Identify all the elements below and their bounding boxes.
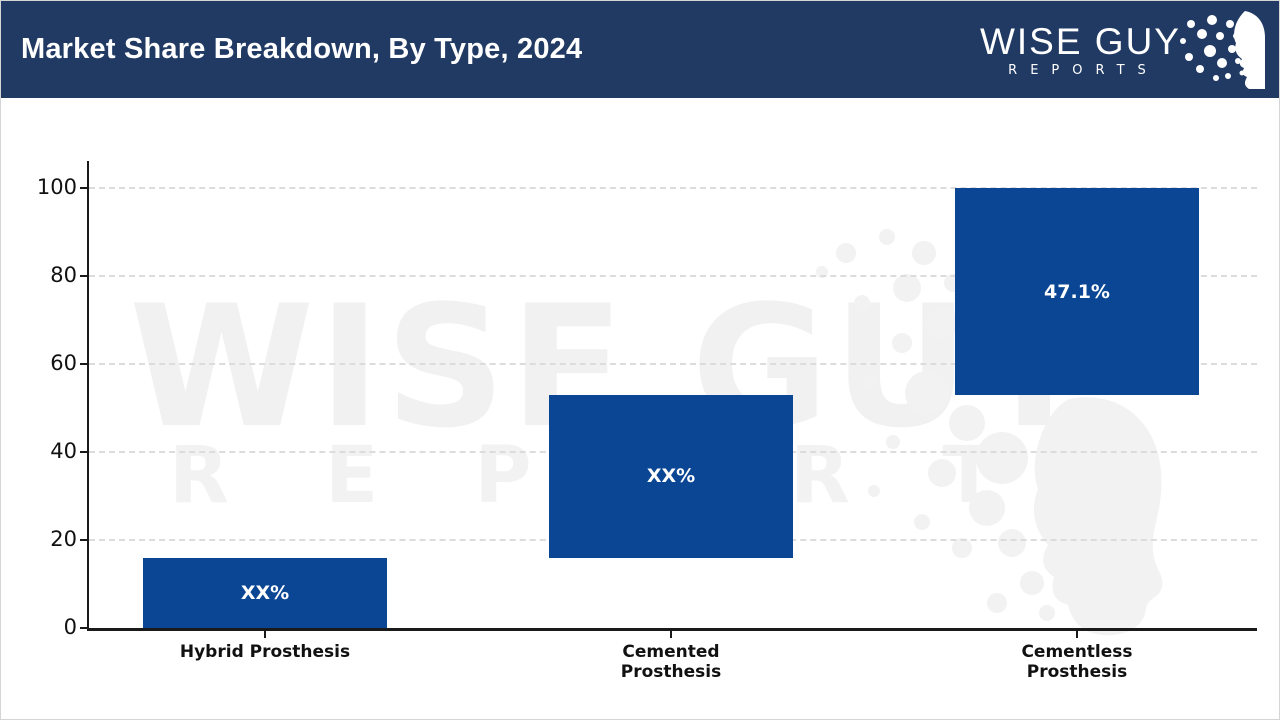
bar: 47.1% (955, 188, 1199, 396)
grid-line (89, 363, 1257, 365)
x-category-label-line: Prosthesis (620, 662, 722, 682)
bar-value-label: 47.1% (1044, 280, 1110, 303)
grid-line (89, 187, 1257, 189)
y-tick-mark (80, 451, 89, 453)
x-axis-line (87, 628, 1257, 631)
x-tick-mark (264, 631, 266, 638)
bar-value-label: XX% (240, 581, 290, 604)
grid-line (89, 275, 1257, 277)
y-tick-label: 20 (50, 527, 77, 551)
x-category-label: Hybrid Prosthesis (105, 642, 425, 662)
brand-subtitle: REPORTS (1008, 62, 1159, 78)
y-tick-mark (80, 627, 89, 629)
page-title: Market Share Breakdown, By Type, 2024 (21, 33, 583, 65)
brand-logo-text: WISE GUY REPORTS (980, 23, 1181, 77)
bar: XX% (143, 557, 387, 628)
y-tick-label: 60 (50, 351, 77, 375)
x-category-label-line: Hybrid Prosthesis (179, 642, 351, 662)
x-category-label-line: Cemented (622, 642, 720, 662)
y-tick-label: 80 (50, 263, 77, 287)
y-tick-mark (80, 363, 89, 365)
y-tick-label: 100 (36, 175, 77, 199)
y-axis-line (87, 161, 89, 631)
header: Market Share Breakdown, By Type, 2024 WI… (1, 1, 1279, 98)
x-category-label-line: Prosthesis (1026, 662, 1128, 682)
brand-name: WISE GUY (979, 20, 1181, 62)
x-category-label: Cementless Prosthesis (917, 642, 1237, 682)
y-tick-mark (80, 275, 89, 277)
x-category-label-line: Cementless (1021, 642, 1133, 662)
x-tick-mark (670, 631, 672, 638)
y-tick-label: 40 (50, 439, 77, 463)
y-tick-mark (80, 539, 89, 541)
bar: XX% (549, 395, 793, 558)
y-tick-mark (80, 187, 89, 189)
brand-logo: WISE GUY REPORTS (980, 9, 1279, 91)
x-category-label: Cemented Prosthesis (511, 642, 831, 682)
x-tick-mark (1076, 631, 1078, 638)
logo-head-icon (1180, 10, 1265, 89)
bar-value-label: XX% (646, 465, 696, 488)
y-tick-label: 0 (63, 615, 77, 639)
